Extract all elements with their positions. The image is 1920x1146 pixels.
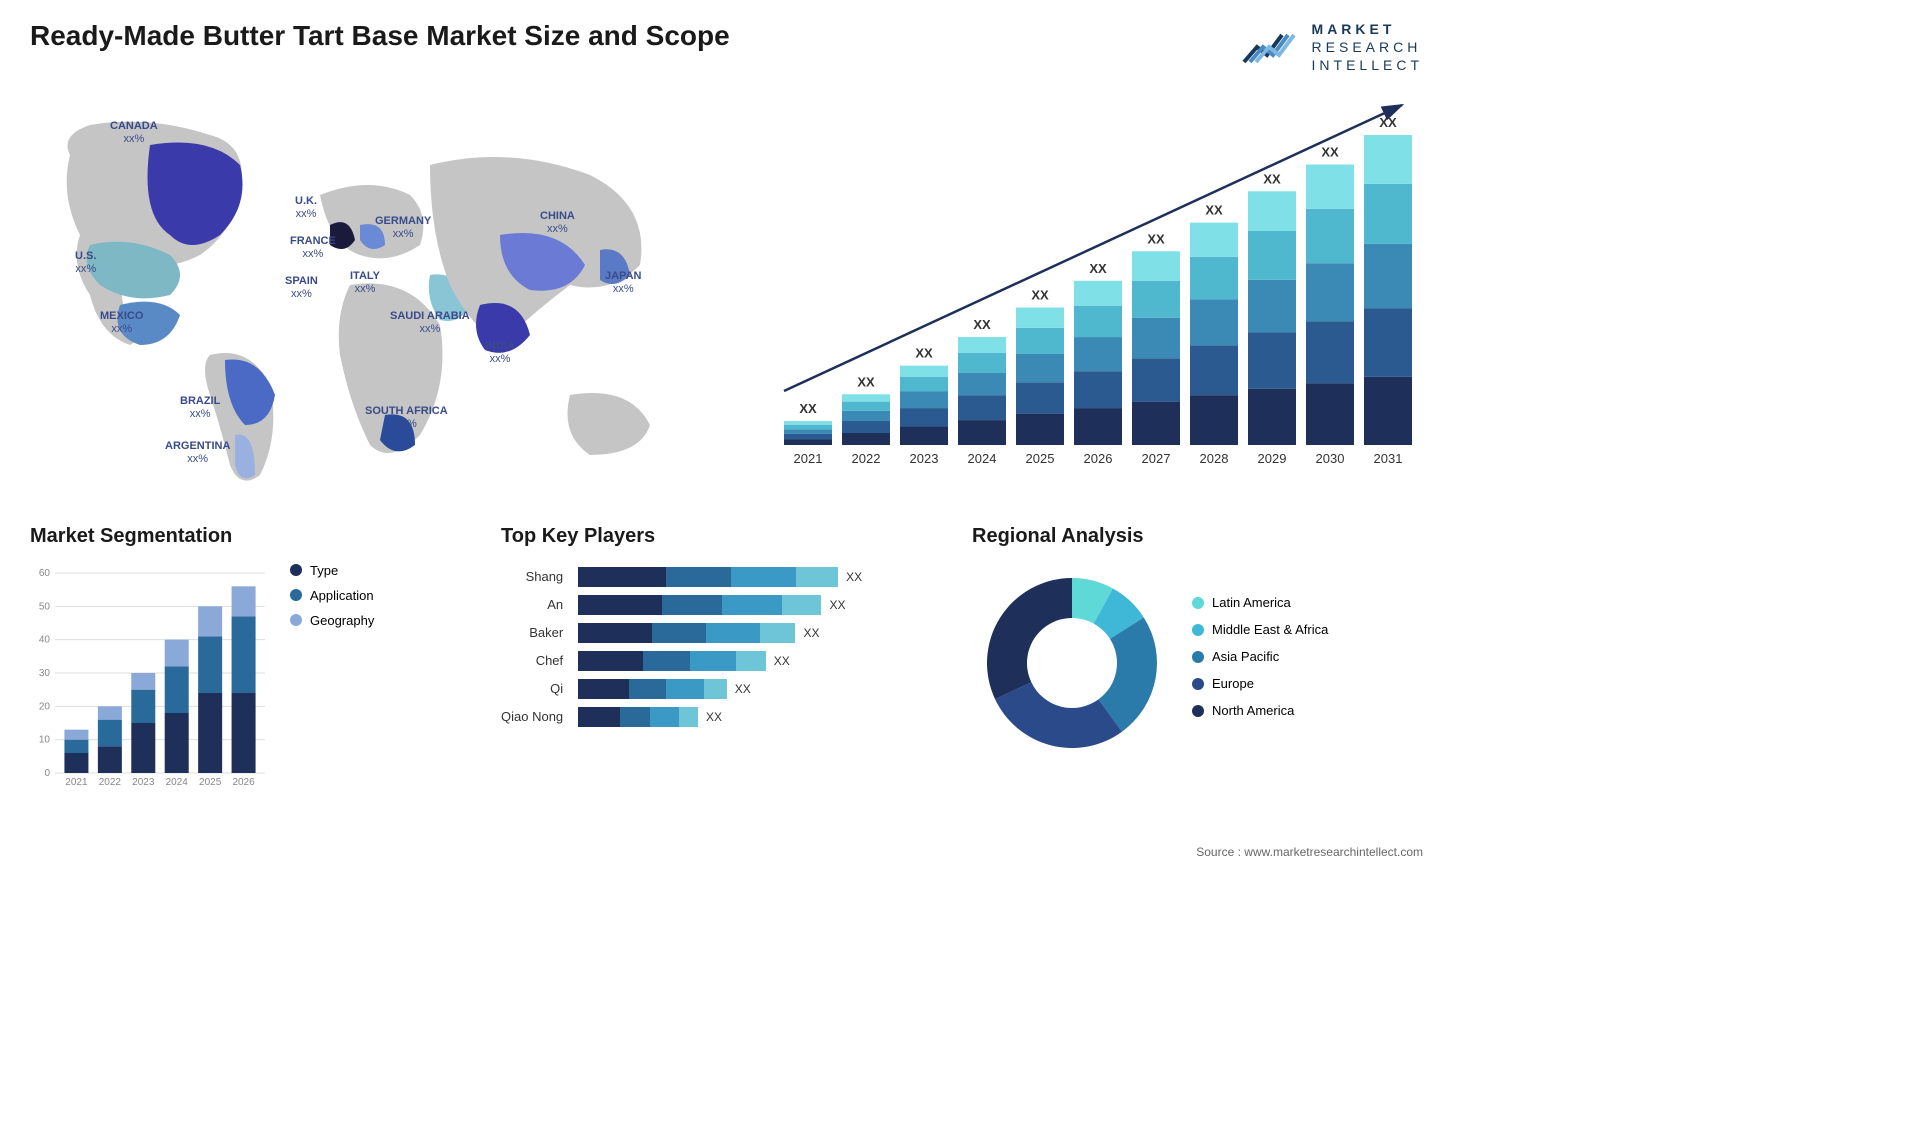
logo-text-1: MARKET xyxy=(1312,20,1423,38)
map-label: ARGENTINAxx% xyxy=(165,440,230,466)
players-title: Top Key Players xyxy=(501,525,952,548)
players-panel: Top Key Players ShangAnBakerChefQiQiao N… xyxy=(501,525,952,793)
svg-text:2023: 2023 xyxy=(910,451,939,466)
svg-text:2021: 2021 xyxy=(794,451,823,466)
svg-text:2021: 2021 xyxy=(65,777,88,788)
segmentation-legend: Type Application Geography xyxy=(290,563,374,793)
map-label: MEXICOxx% xyxy=(100,310,143,336)
svg-text:2024: 2024 xyxy=(166,777,189,788)
svg-text:40: 40 xyxy=(39,634,51,645)
svg-text:2031: 2031 xyxy=(1374,451,1403,466)
player-label: Baker xyxy=(501,619,563,647)
player-value: XX xyxy=(706,710,722,724)
world-map: CANADAxx% U.S.xx% MEXICOxx% BRAZILxx% ARGENT… xyxy=(30,95,723,495)
legend-item: Europe xyxy=(1192,676,1328,691)
map-label: CHINAxx% xyxy=(540,210,575,236)
segmentation-title: Market Segmentation xyxy=(30,525,481,548)
map-label: SOUTH AFRICAxx% xyxy=(365,405,448,431)
svg-text:XX: XX xyxy=(1321,144,1339,159)
svg-text:2022: 2022 xyxy=(852,451,881,466)
map-label: INDIAxx% xyxy=(485,340,515,366)
svg-text:2023: 2023 xyxy=(132,777,155,788)
svg-text:XX: XX xyxy=(799,401,817,416)
svg-text:2028: 2028 xyxy=(1200,451,1229,466)
svg-text:XX: XX xyxy=(1147,231,1165,246)
map-label: GERMANYxx% xyxy=(375,215,431,241)
svg-text:XX: XX xyxy=(1263,171,1281,186)
regional-title: Regional Analysis xyxy=(972,525,1423,548)
player-bars: XXXXXXXXXXXX xyxy=(578,563,952,731)
svg-text:2029: 2029 xyxy=(1258,451,1287,466)
player-value: XX xyxy=(846,570,862,584)
market-size-chart: XX 2021 XX 2022 XX 2023 XX 2024 XX 2025 XX 2026 XX 20… xyxy=(753,95,1423,475)
player-value: XX xyxy=(803,626,819,640)
map-label: JAPANxx% xyxy=(605,270,641,296)
player-label: Chef xyxy=(501,647,563,675)
map-label: FRANCExx% xyxy=(290,235,336,261)
svg-text:50: 50 xyxy=(39,601,51,612)
source-text: Source : www.marketresearchintellect.com xyxy=(1196,845,1423,859)
map-label: U.S.xx% xyxy=(75,250,96,276)
svg-text:XX: XX xyxy=(1205,202,1223,217)
donut-chart xyxy=(972,563,1172,763)
logo-text-2: RESEARCH xyxy=(1312,38,1423,56)
svg-text:0: 0 xyxy=(44,768,50,779)
svg-text:60: 60 xyxy=(39,568,51,579)
map-label: SPAINxx% xyxy=(285,275,318,301)
player-label: Shang xyxy=(501,563,563,591)
company-logo: MARKET RESEARCH INTELLECT xyxy=(1242,20,1423,75)
svg-text:XX: XX xyxy=(1379,115,1397,130)
map-label: BRAZILxx% xyxy=(180,395,220,421)
player-label: An xyxy=(501,591,563,619)
svg-text:XX: XX xyxy=(973,317,991,332)
page-title: Ready-Made Butter Tart Base Market Size … xyxy=(30,20,730,52)
legend-item: Middle East & Africa xyxy=(1192,622,1328,637)
player-bar-row: XX xyxy=(578,675,952,703)
svg-text:2030: 2030 xyxy=(1316,451,1345,466)
svg-text:XX: XX xyxy=(857,374,875,389)
regional-legend: Latin America Middle East & Africa Asia Pa… xyxy=(1192,595,1328,730)
player-value: XX xyxy=(735,682,751,696)
svg-text:30: 30 xyxy=(39,668,51,679)
map-label: ITALYxx% xyxy=(350,270,380,296)
player-bar-row: XX xyxy=(578,591,952,619)
player-label: Qiao Nong xyxy=(501,703,563,731)
svg-text:XX: XX xyxy=(1089,260,1107,275)
legend-item: Geography xyxy=(290,613,374,628)
map-label: CANADAxx% xyxy=(110,120,158,146)
svg-text:XX: XX xyxy=(915,345,933,360)
segmentation-chart: 0 10 20 30 40 50 60 2021 2022 2023 2024 2025 2026 xyxy=(30,563,270,793)
legend-item: Application xyxy=(290,588,374,603)
svg-text:2025: 2025 xyxy=(1026,451,1055,466)
player-bar-row: XX xyxy=(578,563,952,591)
svg-text:2027: 2027 xyxy=(1142,451,1171,466)
player-bar-row: XX xyxy=(578,703,952,731)
logo-icon xyxy=(1242,27,1302,67)
player-value: XX xyxy=(829,598,845,612)
svg-text:2026: 2026 xyxy=(232,777,255,788)
legend-item: Latin America xyxy=(1192,595,1328,610)
svg-text:XX: XX xyxy=(1031,287,1049,302)
svg-text:2026: 2026 xyxy=(1084,451,1113,466)
map-label: U.K.xx% xyxy=(295,195,317,221)
player-label: Qi xyxy=(501,675,563,703)
svg-text:20: 20 xyxy=(39,701,51,712)
player-labels: ShangAnBakerChefQiQiao Nong xyxy=(501,563,563,731)
bar-chart-svg: XX 2021 XX 2022 XX 2023 XX 2024 XX 2025 XX 2026 XX 20… xyxy=(753,95,1423,475)
svg-text:10: 10 xyxy=(39,734,51,745)
svg-text:2025: 2025 xyxy=(199,777,222,788)
svg-text:2022: 2022 xyxy=(99,777,122,788)
logo-text-3: INTELLECT xyxy=(1312,56,1423,74)
player-value: XX xyxy=(774,654,790,668)
regional-panel: Regional Analysis Latin America Middle Ea… xyxy=(972,525,1423,793)
segmentation-panel: Market Segmentation 0 10 20 30 40 50 60 2021 202… xyxy=(30,525,481,793)
map-label: SAUDI ARABIAxx% xyxy=(390,310,470,336)
legend-item: North America xyxy=(1192,703,1328,718)
legend-item: Asia Pacific xyxy=(1192,649,1328,664)
player-bar-row: XX xyxy=(578,647,952,675)
legend-item: Type xyxy=(290,563,374,578)
player-bar-row: XX xyxy=(578,619,952,647)
svg-text:2024: 2024 xyxy=(968,451,997,466)
